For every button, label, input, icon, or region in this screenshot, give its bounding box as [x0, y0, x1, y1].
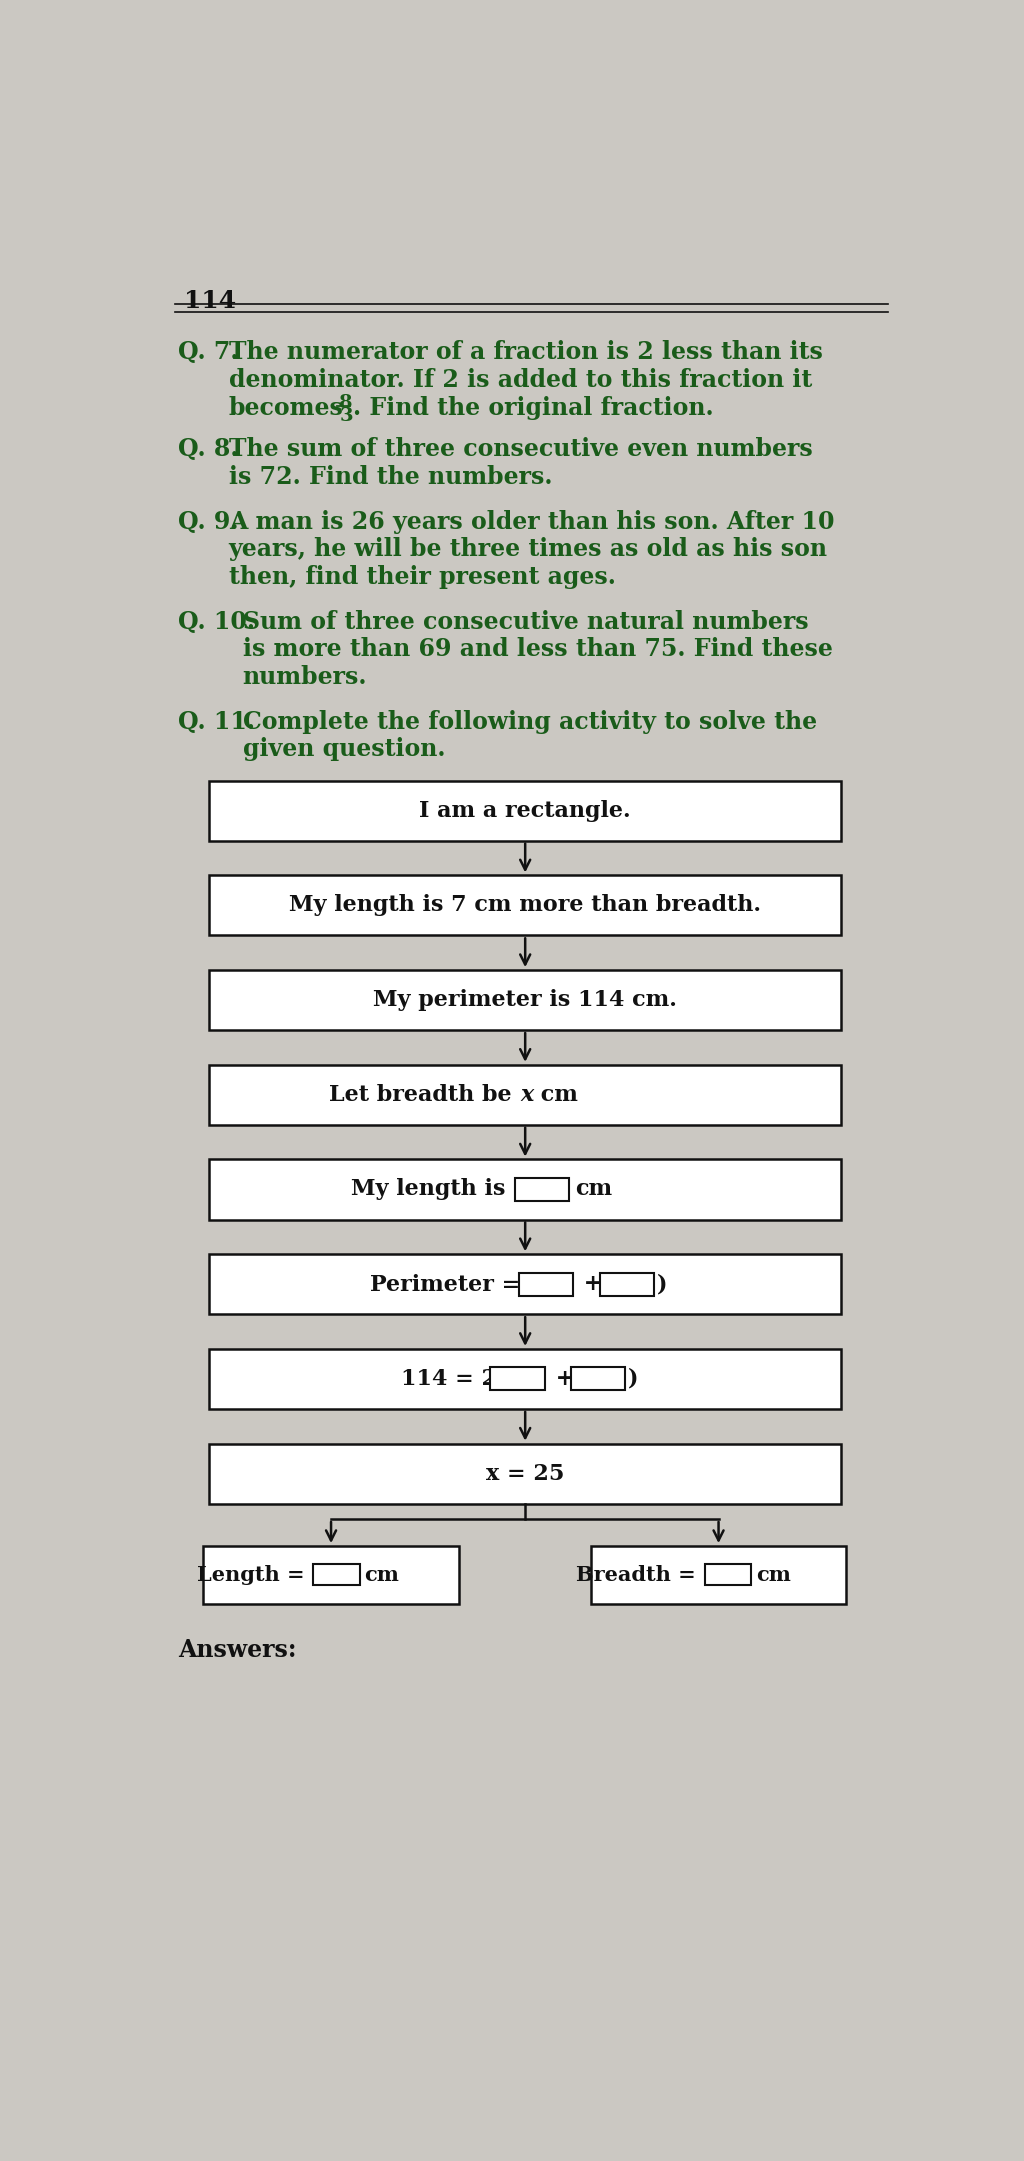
Bar — [209, 875, 841, 936]
Text: ): ) — [629, 1368, 639, 1390]
Text: ): ) — [657, 1273, 668, 1294]
Text: Q. 8.: Q. 8. — [178, 437, 239, 460]
Text: Q. 7.: Q. 7. — [178, 339, 239, 365]
Text: becomes: becomes — [228, 395, 344, 419]
Text: years, he will be three times as old as his son: years, he will be three times as old as … — [228, 538, 827, 562]
Text: 114: 114 — [183, 290, 236, 313]
Bar — [209, 1065, 841, 1124]
Bar — [600, 1273, 654, 1297]
Text: x = 25: x = 25 — [486, 1463, 564, 1485]
Text: Q. 10.: Q. 10. — [178, 609, 255, 633]
Text: cm: cm — [574, 1178, 612, 1202]
Text: Answers:: Answers: — [178, 1638, 297, 1662]
Bar — [591, 1545, 847, 1603]
Text: Breadth =: Breadth = — [577, 1565, 703, 1584]
Text: The numerator of a fraction is 2 less than its: The numerator of a fraction is 2 less th… — [228, 339, 822, 365]
Text: x: x — [520, 1085, 534, 1106]
Text: 114 = 2 (: 114 = 2 ( — [401, 1368, 515, 1390]
Bar — [515, 1178, 569, 1202]
Text: A man is 26 years older than his son. After 10: A man is 26 years older than his son. Af… — [228, 510, 835, 534]
Bar — [209, 1348, 841, 1409]
Text: cm: cm — [756, 1565, 791, 1584]
Text: Q. 9.: Q. 9. — [178, 510, 239, 534]
Text: Perimeter = 2 (: Perimeter = 2 ( — [371, 1273, 562, 1294]
Bar — [490, 1368, 545, 1390]
Text: denominator. If 2 is added to this fraction it: denominator. If 2 is added to this fract… — [228, 367, 812, 391]
Bar — [209, 1160, 841, 1219]
Text: Sum of three consecutive natural numbers: Sum of three consecutive natural numbers — [243, 609, 808, 633]
Text: . Find the original fraction.: . Find the original fraction. — [352, 395, 714, 419]
Text: My perimeter is 114 cm.: My perimeter is 114 cm. — [374, 990, 677, 1011]
Text: numbers.: numbers. — [243, 666, 368, 689]
Bar — [209, 1444, 841, 1504]
Text: The sum of three consecutive even numbers: The sum of three consecutive even number… — [228, 437, 812, 460]
Text: is more than 69 and less than 75. Find these: is more than 69 and less than 75. Find t… — [243, 637, 833, 661]
Text: My length is: My length is — [351, 1178, 514, 1202]
Bar — [209, 1253, 841, 1314]
Bar — [571, 1368, 626, 1390]
Bar — [209, 780, 841, 841]
Text: given question.: given question. — [243, 737, 445, 761]
Text: cm: cm — [365, 1565, 399, 1584]
Text: 8: 8 — [339, 393, 352, 413]
Text: My length is 7 cm more than breadth.: My length is 7 cm more than breadth. — [289, 895, 761, 916]
Text: I am a rectangle.: I am a rectangle. — [420, 800, 631, 821]
Text: then, find their present ages.: then, find their present ages. — [228, 564, 615, 590]
Text: +: + — [548, 1368, 582, 1390]
Text: Complete the following activity to solve the: Complete the following activity to solve… — [243, 709, 817, 735]
Text: Length =: Length = — [197, 1565, 311, 1584]
Bar — [705, 1565, 751, 1586]
Bar — [313, 1565, 359, 1586]
Bar — [203, 1545, 459, 1603]
Text: Let breadth be: Let breadth be — [329, 1085, 519, 1106]
Text: cm: cm — [532, 1085, 578, 1106]
Bar — [519, 1273, 573, 1297]
Text: is 72. Find the numbers.: is 72. Find the numbers. — [228, 465, 552, 488]
Text: 3: 3 — [340, 406, 353, 426]
Bar — [209, 970, 841, 1031]
Text: +: + — [577, 1273, 610, 1294]
Text: Q. 11.: Q. 11. — [178, 709, 255, 735]
